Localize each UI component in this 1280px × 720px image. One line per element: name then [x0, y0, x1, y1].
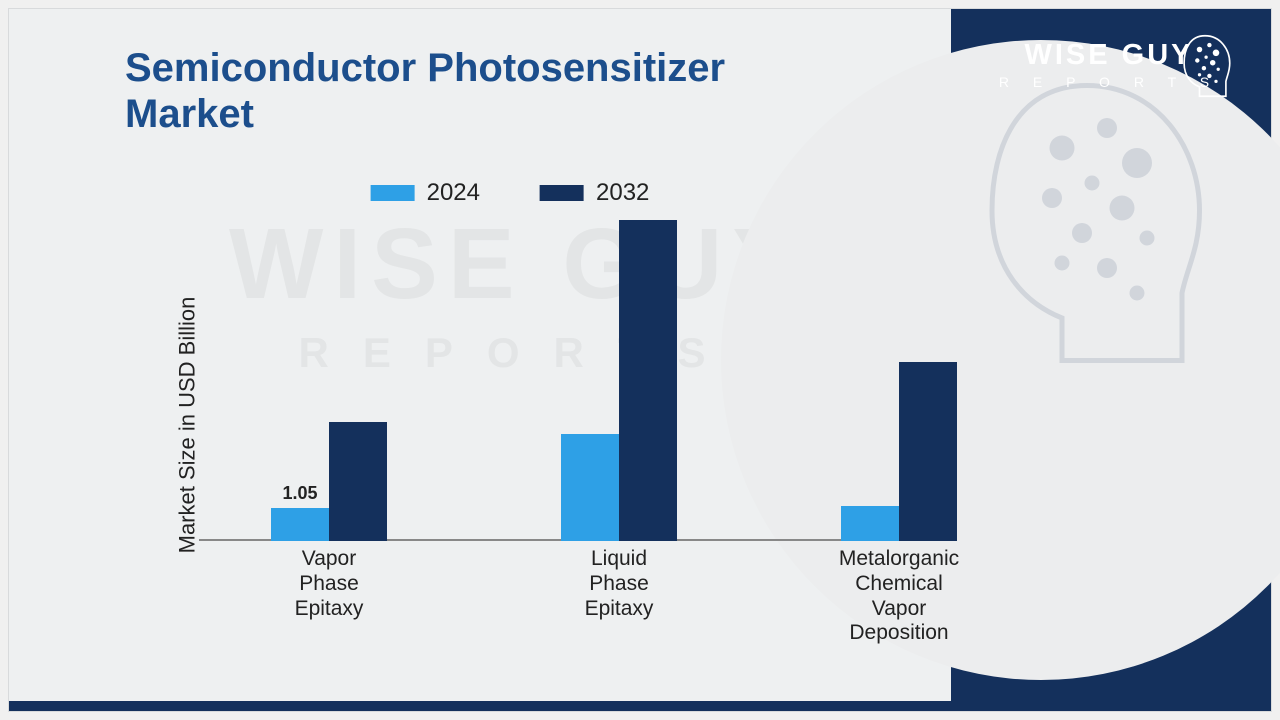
cat-label-0: Vapor Phase Epitaxy: [295, 547, 364, 621]
plot-area: 1.05: [199, 229, 951, 541]
legend-swatch-2032: [540, 185, 584, 201]
cat-label-1: Liquid Phase Epitaxy: [585, 547, 654, 621]
legend-entry-2032: 2032: [540, 179, 649, 207]
chart-title: Semiconductor Photosensitizer Market: [125, 45, 785, 137]
logo-head-icon: [1173, 33, 1237, 99]
category-0: 1.05: [271, 422, 387, 541]
bar-label-2024-vapor: 1.05: [271, 483, 329, 504]
bar-2024-mocvd: [841, 506, 899, 541]
category-labels: Vapor Phase Epitaxy Liquid Phase Epitaxy…: [199, 541, 951, 671]
bar-2024-liquid: [561, 434, 619, 541]
legend-label-2032: 2032: [596, 179, 649, 207]
bottom-accent-bar: [9, 701, 1271, 711]
bar-2032-vapor: [329, 422, 387, 541]
cat-label-2: Metalorganic Chemical Vapor Deposition: [839, 547, 959, 646]
y-axis-label: Market Size in USD Billion: [174, 297, 200, 554]
brand-logo: WISE GUY R E P O R T S: [989, 39, 1229, 90]
bar-2032-mocvd: [899, 362, 957, 541]
legend-label-2024: 2024: [427, 179, 480, 207]
bar-2032-liquid: [619, 220, 677, 541]
legend-entry-2024: 2024: [371, 179, 480, 207]
category-1: [561, 220, 677, 541]
bar-2024-vapor: 1.05: [271, 508, 329, 541]
legend: 2024 2032: [371, 179, 650, 207]
category-2: [841, 362, 957, 541]
infographic-canvas: WISE GUY R E P O R T S WISE GUY REPORTS …: [8, 8, 1272, 712]
chart-region: Market Size in USD Billion 2024 2032 1.0…: [69, 179, 951, 671]
legend-swatch-2024: [371, 185, 415, 201]
